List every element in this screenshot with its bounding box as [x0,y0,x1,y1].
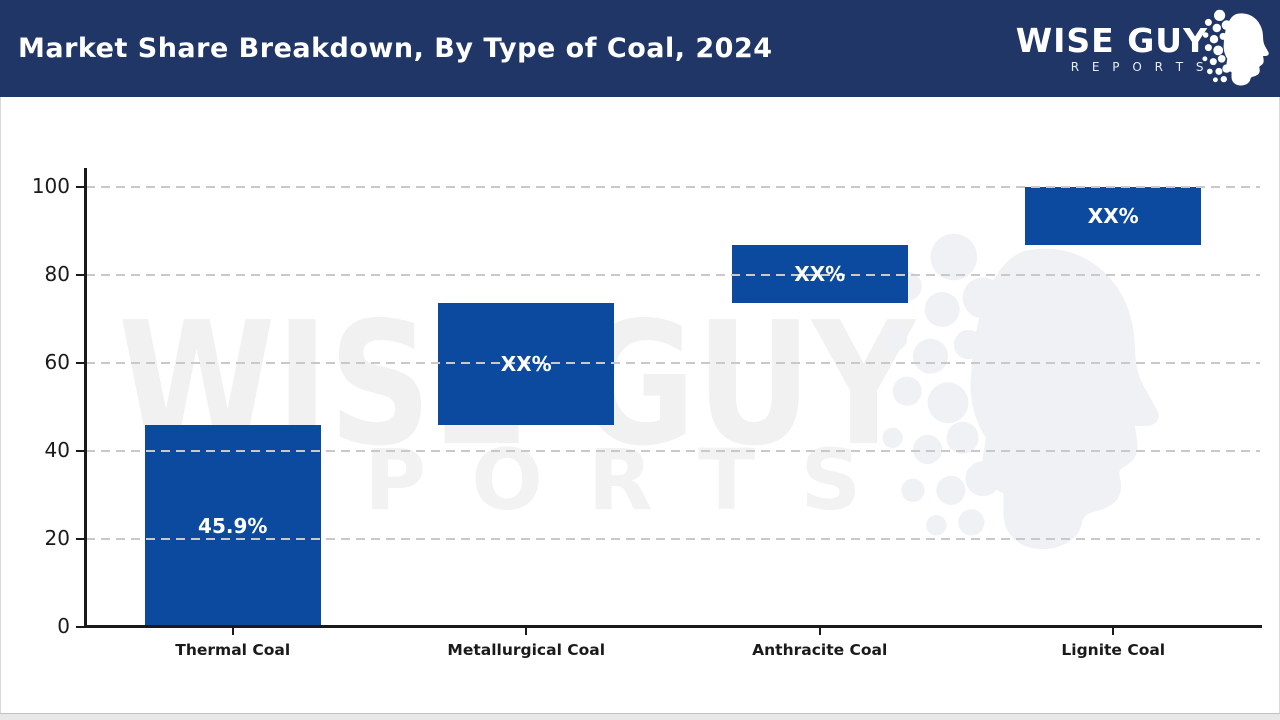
y-axis-tick-label: 60 [44,349,70,374]
y-axis-tick-label: 40 [44,437,70,462]
header-bar: Market Share Breakdown, By Type of Coal,… [0,0,1280,97]
y-axis-tick-label: 80 [44,261,70,286]
y-axis-tick [76,186,86,188]
footer-strip [0,713,1280,720]
axis-spine-bottom [84,625,1262,628]
bar-value-label: XX% [500,352,552,377]
x-axis-tick [1112,628,1115,635]
x-axis-tick [231,628,234,635]
y-axis-tick-label: 0 [57,613,70,638]
brand-logo: WISE GUY R E P O R T S [1016,7,1280,91]
x-axis-tick-label: Anthracite Coal [752,641,888,659]
bar-value-label: XX% [794,262,846,287]
x-axis-tick-label: Thermal Coal [175,641,291,659]
brand-wordmark: WISE GUY R E P O R T S [1016,24,1208,74]
brand-name-text: WISE GUY [1015,20,1208,60]
y-axis-tick [76,537,86,540]
gridline [86,186,1260,188]
gridline [86,273,1260,276]
x-axis-tick-label: Lignite Coal [1061,641,1166,659]
y-axis-tick-label: 20 [44,525,70,550]
bar-value-label: XX% [1087,203,1139,228]
bar [1025,187,1202,245]
x-axis-tick [818,628,821,635]
y-axis-tick [76,449,86,452]
y-axis-tick-label: 100 [31,174,70,198]
x-axis-tick [525,628,528,635]
gridline [86,449,1260,452]
gridline [86,361,1260,364]
dot-head-logo-icon [1202,9,1269,86]
brand-reports-text: R E P O R T S [1070,59,1208,74]
gridline [86,537,1260,540]
bar-value-label: 45.9% [198,513,268,538]
y-axis-tick [76,625,86,628]
x-axis-tick-label: Metallurgical Coal [447,641,606,659]
page-title: Market Share Breakdown, By Type of Coal,… [18,33,773,64]
bar [438,303,615,425]
y-axis-tick [76,273,86,276]
axis-spine-left [84,168,87,628]
bar [144,424,321,627]
y-axis-tick [76,361,86,364]
